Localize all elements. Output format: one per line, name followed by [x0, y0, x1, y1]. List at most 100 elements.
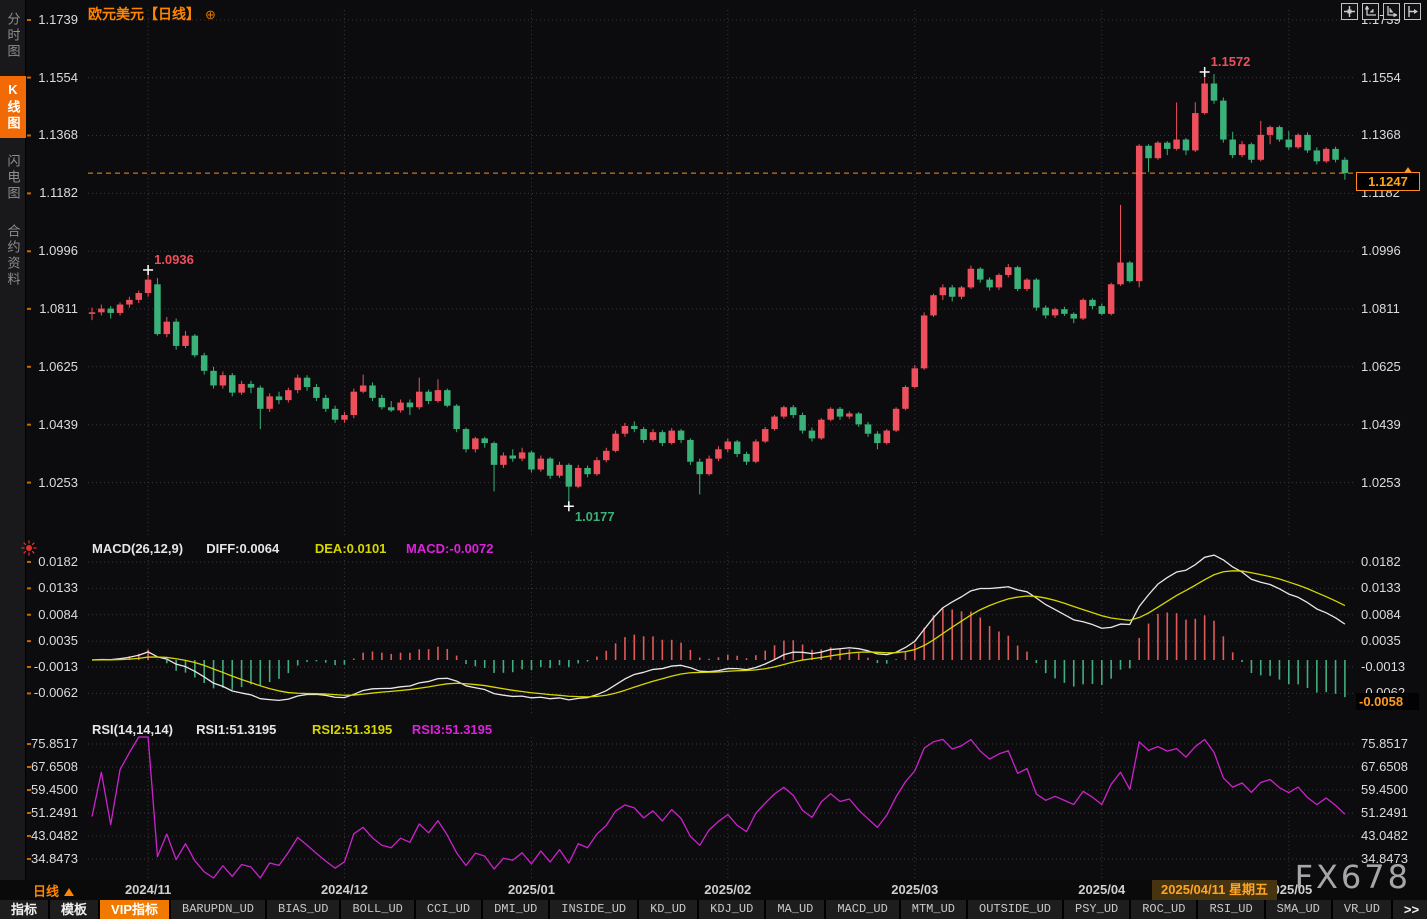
- axis-label: 0.0133: [38, 580, 78, 596]
- rsi-header: RSI(14,14,14) RSI1:51.3195 RSI2:51.3195 …: [92, 722, 508, 737]
- toolbar-button-inside_ud[interactable]: INSIDE_UD: [550, 900, 638, 919]
- chart-title-bar: 欧元美元【日线】 ⊕: [88, 4, 216, 24]
- axis-label: 67.6508: [1361, 759, 1408, 774]
- axis-label: 1.1368: [1361, 127, 1401, 143]
- toolbar-button-rsi_ud[interactable]: RSI_UD: [1198, 900, 1264, 919]
- macd-settings-icon[interactable]: [21, 540, 37, 556]
- toolbar-button-macd_ud[interactable]: MACD_UD: [826, 900, 899, 919]
- sidebar-tab-contract-info[interactable]: 合约资料: [5, 224, 21, 288]
- add-compare-icon[interactable]: ⊕: [205, 7, 216, 22]
- toolbar-button-mtm_ud[interactable]: MTM_UD: [900, 900, 966, 919]
- axis-label: 0.0084: [38, 606, 78, 622]
- axis-label: 51.2491: [1361, 805, 1408, 820]
- price-annotation: 1.0177: [574, 509, 615, 525]
- axis-label: 0.0084: [1361, 606, 1401, 622]
- toolbar-button-vr_ud[interactable]: VR_UD: [1332, 900, 1391, 919]
- toolbar-button-outside_ud[interactable]: OUTSIDE_UD: [968, 900, 1063, 919]
- crosshair-icon[interactable]: [1341, 3, 1358, 20]
- period-selector[interactable]: 日线: [33, 881, 75, 900]
- axis-label: 0.0182: [1361, 553, 1401, 569]
- date-label: 2025/05: [1265, 882, 1313, 897]
- dropdown-arrow-icon: [64, 888, 75, 896]
- toolbar-button-sma_ud[interactable]: SMA_UD: [1265, 900, 1331, 919]
- chart-mode-icons: [1341, 3, 1421, 20]
- rsi2-value: RSI2:51.3195: [312, 722, 393, 737]
- axis-label: 1.0439: [38, 416, 78, 432]
- axis-label: 0.0035: [1361, 633, 1401, 649]
- axis-label: 51.2491: [31, 805, 78, 820]
- toolbar-button-vip[interactable]: VIP指标: [100, 900, 169, 919]
- axis-scale-right-icon[interactable]: [1383, 3, 1400, 20]
- axis-label: 75.8517: [31, 736, 78, 751]
- axis-label: 1.0811: [1361, 300, 1400, 316]
- date-label: 2025/03: [891, 882, 939, 897]
- axis-label: 1.0625: [1361, 358, 1401, 374]
- date-label: 2025/04: [1078, 882, 1126, 897]
- axis-label: 0.0035: [38, 633, 78, 649]
- axis-label: 1.0625: [38, 358, 78, 374]
- axis-label: 67.6508: [31, 759, 78, 774]
- rsi-name-rsi1: RSI(14,14,14) RSI1:51.3195: [92, 722, 277, 737]
- axis-label: -0.0013: [33, 659, 78, 674]
- macd-header: MACD(26,12,9) DIFF:0.0064 DEA:0.0101 MAC…: [92, 541, 509, 556]
- toolbar-button-roc_ud[interactable]: ROC_UD: [1131, 900, 1197, 919]
- toolbar-button-kd_ud[interactable]: KD_UD: [639, 900, 698, 919]
- date-label: 2025/02: [704, 882, 752, 897]
- period-tag: 【日线】: [144, 6, 200, 22]
- toolbar-button-barupdn_ud[interactable]: BARUPDN_UD: [171, 900, 266, 919]
- toolbar-button-ma_ud[interactable]: MA_UD: [766, 900, 825, 919]
- axis-label: 1.0811: [39, 300, 78, 316]
- pan-right-icon[interactable]: [1404, 3, 1421, 20]
- chart-plot[interactable]: [0, 0, 1427, 880]
- axis-label: 1.0439: [1361, 416, 1401, 432]
- sidebar-tab-flash-chart[interactable]: 闪电图: [5, 154, 21, 202]
- axis-label: 1.0996: [38, 243, 78, 259]
- toolbar-button-psy_ud[interactable]: PSY_UD: [1064, 900, 1130, 919]
- axis-label: 43.0482: [1361, 827, 1408, 843]
- axis-label: 43.0482: [31, 827, 78, 843]
- toolbar-button-boll_ud[interactable]: BOLL_UD: [341, 900, 414, 919]
- axis-label: 0.0133: [1361, 580, 1401, 596]
- date-label: 2024/11: [124, 882, 172, 897]
- toolbar-button-cci_ud[interactable]: CCI_UD: [415, 900, 482, 919]
- axis-scale-left-icon[interactable]: [1362, 3, 1379, 20]
- macd-last-value-box: -0.0058: [1356, 693, 1419, 710]
- date-axis-row: 日线 2024/11 2024/12 2025/01 2025/02 2025/03 20…: [0, 880, 1427, 900]
- price-annotation: 1.1572: [1210, 53, 1251, 69]
- axis-label: 1.1739: [38, 12, 78, 27]
- axis-label: 1.1368: [38, 127, 78, 143]
- sidebar-tab-time-chart[interactable]: 分时图: [5, 12, 21, 60]
- axis-label: 1.1554: [1361, 69, 1401, 85]
- toolbar-button-[interactable]: 指标: [0, 900, 49, 919]
- toolbar-button-kdj_ud[interactable]: KDJ_UD: [699, 900, 765, 919]
- period-selector-label: 日线: [33, 884, 60, 899]
- axis-label: 59.4500: [31, 782, 78, 797]
- macd-dea-value: DEA:0.0101: [314, 541, 387, 556]
- axis-label: 0.0182: [38, 553, 78, 569]
- axis-label: 1.1182: [39, 185, 78, 201]
- macd-name-diff: MACD(26,12,9) DIFF:0.0064: [92, 541, 280, 556]
- axis-label: -0.0062: [33, 685, 78, 701]
- sidebar-tab-kline-chart[interactable]: K线图: [0, 76, 26, 138]
- toolbar-button->>[interactable]: >>: [1392, 900, 1427, 919]
- date-label: 2024/12: [320, 882, 368, 897]
- axis-label: 34.8473: [31, 850, 78, 866]
- axis-label: 59.4500: [1361, 782, 1408, 797]
- chart-root: 分时图 K线图 闪电图 合约资料 欧元美元【日线】 ⊕ MACD(26,12,9) DI…: [0, 0, 1427, 880]
- toolbar-button-dmi_ud[interactable]: DMI_UD: [483, 900, 549, 919]
- indicator-toolbar: 指标 模板 VIP指标 BARUPDN_UD BIAS_UD BOLL_UD CCI_UD D…: [0, 900, 1427, 919]
- last-price-box: 1.1247: [1356, 172, 1420, 191]
- date-label: 2025/01: [507, 882, 555, 897]
- sidebar: 分时图 K线图闪电图合约资料: [0, 0, 26, 880]
- price-annotation: 1.0936: [154, 251, 194, 267]
- toolbar-button-[interactable]: 模板: [50, 900, 99, 919]
- axis-label: 1.0253: [38, 474, 78, 490]
- watermark: FX678: [1294, 858, 1411, 896]
- axis-label: 1.0253: [1361, 474, 1401, 490]
- axis-label: 75.8517: [1361, 736, 1408, 751]
- axis-label: 34.8473: [1361, 850, 1408, 866]
- toolbar-button-bias_ud[interactable]: BIAS_UD: [267, 900, 340, 919]
- axis-label: 1.0996: [1361, 243, 1401, 259]
- rsi3-value: RSI3:51.3195: [411, 722, 493, 737]
- axis-label: 1.1554: [38, 69, 78, 85]
